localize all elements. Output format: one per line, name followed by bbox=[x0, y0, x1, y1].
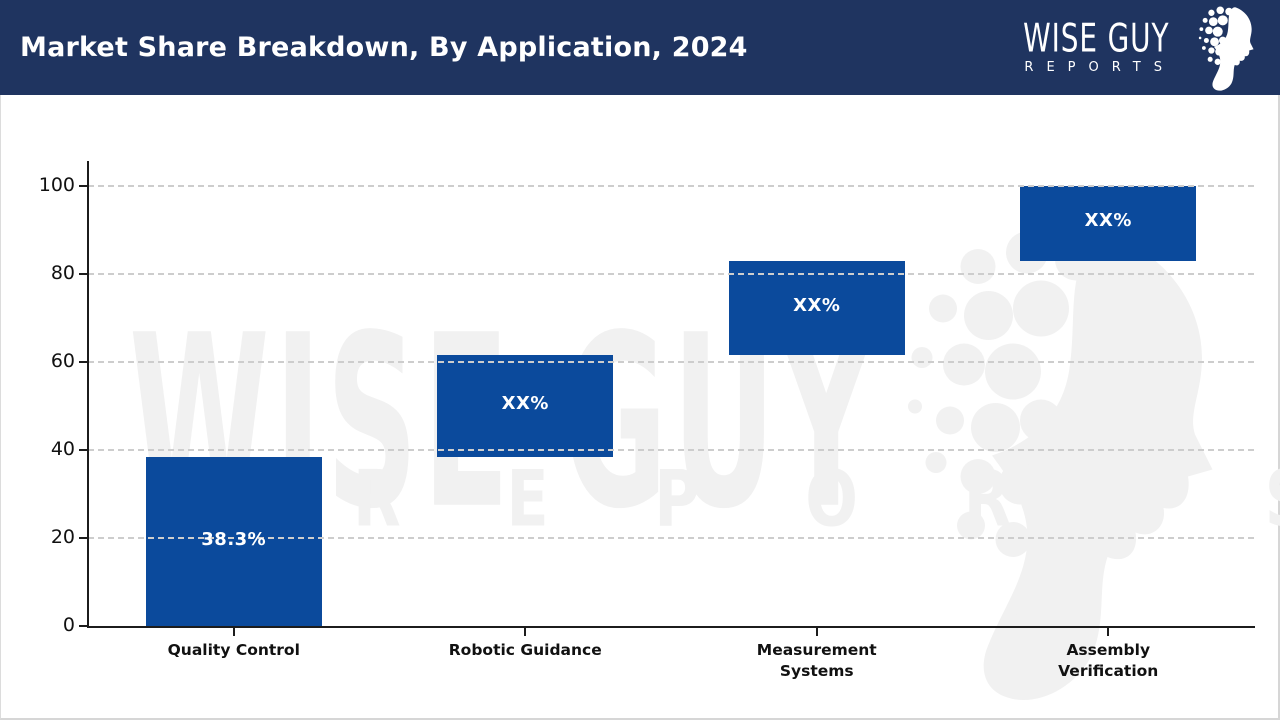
brand-logo: WISE GUY REPORTS bbox=[1015, 4, 1280, 92]
watermark-head-icon bbox=[873, 215, 1223, 710]
y-tick-0 bbox=[79, 625, 88, 627]
gridline-100 bbox=[88, 185, 1254, 187]
x-category-label: Assembly Verification bbox=[1058, 641, 1159, 680]
watermark-brand-subtitle: R E P O R T S bbox=[353, 453, 1280, 545]
y-tick-label-40: 40 bbox=[50, 438, 75, 460]
y-axis-line bbox=[87, 161, 89, 628]
x-axis-line bbox=[87, 626, 1255, 628]
bar-value-label: XX% bbox=[793, 294, 841, 316]
bar-value-label: XX% bbox=[501, 393, 549, 415]
bar-value-label: 38.3% bbox=[201, 528, 267, 550]
header-banner: Market Share Breakdown, By Application, … bbox=[0, 0, 1280, 95]
bar-value-label: XX% bbox=[1084, 210, 1132, 232]
gridline-20 bbox=[88, 537, 1254, 539]
brand-logo-text: WISE GUY REPORTS bbox=[1015, 16, 1178, 75]
x-category-label: Quality Control bbox=[167, 641, 300, 659]
chart-area: WISE GUY R E P O R T S 0 20 40 60 80 100 38.3%… bbox=[0, 95, 1280, 720]
gridline-80 bbox=[88, 273, 1254, 275]
gridline-40 bbox=[88, 449, 1254, 451]
y-tick-label-20: 20 bbox=[50, 526, 75, 548]
y-tick-20 bbox=[79, 537, 88, 539]
y-tick-label-100: 100 bbox=[38, 174, 75, 196]
x-category-label: Robotic Guidance bbox=[448, 641, 602, 659]
x-category-label: Measurement Systems bbox=[756, 641, 877, 680]
x-tick-2 bbox=[815, 628, 818, 636]
y-tick-label-80: 80 bbox=[50, 262, 75, 284]
bar-measurement-systems bbox=[728, 260, 905, 355]
gridline-60 bbox=[88, 361, 1254, 363]
x-tick-1 bbox=[524, 628, 527, 636]
y-tick-100 bbox=[79, 185, 88, 187]
bar-quality-control bbox=[145, 457, 322, 626]
y-tick-80 bbox=[79, 273, 88, 275]
page-title: Market Share Breakdown, By Application, … bbox=[20, 32, 748, 63]
brand-subtitle: REPORTS bbox=[1024, 59, 1176, 75]
x-tick-3 bbox=[1107, 628, 1110, 636]
y-tick-label-60: 60 bbox=[50, 350, 75, 372]
y-tick-40 bbox=[79, 449, 88, 451]
y-tick-60 bbox=[79, 361, 88, 363]
y-tick-label-0: 0 bbox=[62, 614, 75, 636]
brand-name: WISE GUY bbox=[1023, 16, 1170, 61]
brand-head-icon bbox=[1182, 4, 1266, 92]
bar-robotic-guidance bbox=[437, 354, 614, 458]
x-tick-0 bbox=[232, 628, 235, 636]
